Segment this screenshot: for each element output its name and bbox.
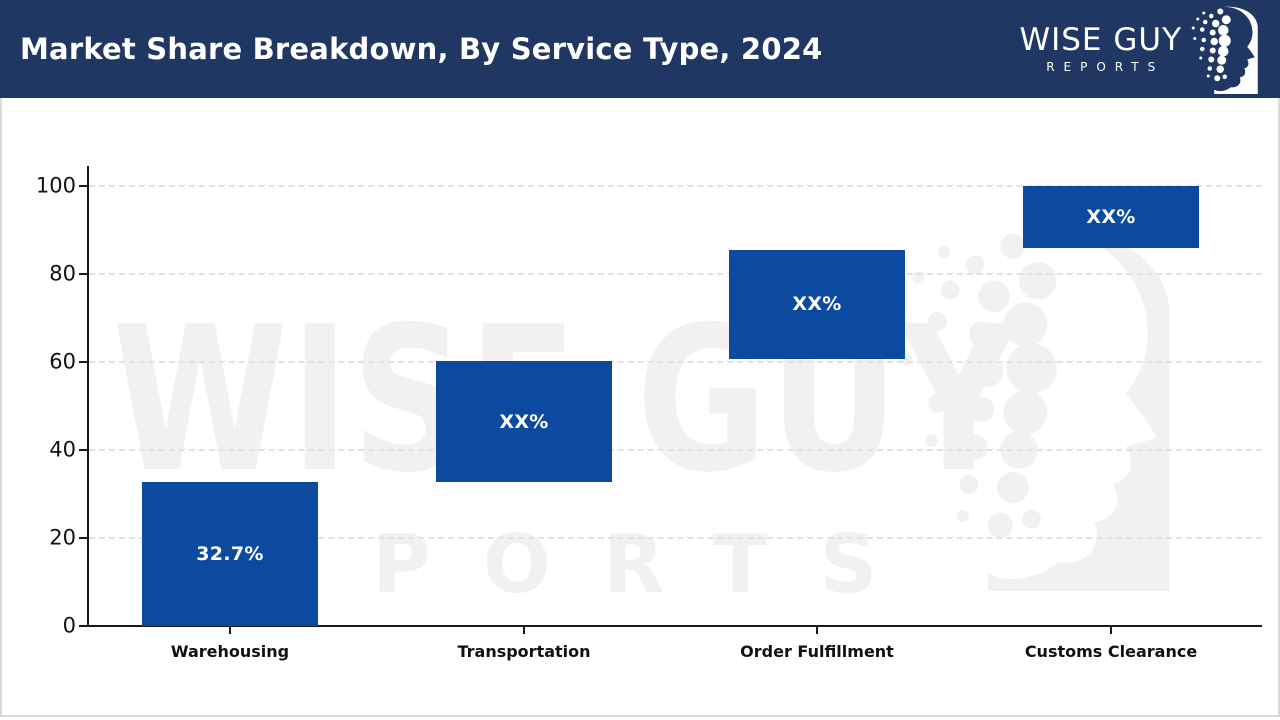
x-tick-mark [816,627,818,634]
x-tick-mark [1110,627,1112,634]
x-tick-mark [523,627,525,634]
brand-head-icon [1176,4,1272,94]
x-category-label-warehousing: Warehousing [170,642,290,661]
x-tick-mark [229,627,231,634]
y-tick-mark [79,449,87,451]
x-category-label-order-fulfillment: Order Fulfillment [740,642,894,661]
brand-name: WISE GUY [1019,21,1182,58]
right-border-line [1278,98,1280,717]
bar-value-label: XX% [792,293,842,316]
bar-customs-clearance: XX% [1023,186,1199,249]
bar-value-label: XX% [1086,206,1136,229]
y-tick-mark [79,273,87,275]
header-bar: Market Share Breakdown, By Service Type,… [0,0,1280,98]
y-axis-line [87,166,89,627]
x-axis-line [87,625,1262,627]
bottom-border-line [0,715,1280,717]
y-tick-label: 20 [49,525,76,550]
chart-area: WISE GUY REPORTS 0 20 40 60 80 100 32.7% Wareho… [0,98,1280,720]
y-tick-label: 100 [35,173,76,198]
y-tick-label: 40 [49,437,76,462]
gridline-20 [89,537,1262,539]
page-title: Market Share Breakdown, By Service Type,… [20,32,823,66]
brand-logo: WISE GUY REPORTS [1019,0,1272,98]
gridline-100 [89,185,1262,187]
bar-value-label: XX% [499,410,549,433]
y-tick-label: 60 [49,349,76,374]
bar-transportation: XX% [436,361,612,483]
brand-subtitle: REPORTS [1046,59,1165,74]
y-tick-label: 0 [62,613,76,638]
bar-value-label: 32.7% [196,543,264,566]
gridline-60 [89,361,1262,363]
y-tick-mark [79,625,87,627]
gridline-40 [89,449,1262,451]
y-tick-mark [79,537,87,539]
y-tick-label: 80 [49,261,76,286]
y-tick-mark [79,185,87,187]
bar-order-fulfillment: XX% [729,249,905,359]
x-category-label-transportation: Transportation [457,642,591,661]
bar-warehousing: 32.7% [142,482,318,626]
gridline-80 [89,273,1262,275]
x-category-label-customs-clearance: Customs Clearance [1024,642,1198,661]
y-tick-mark [79,361,87,363]
left-border-line [0,98,2,717]
